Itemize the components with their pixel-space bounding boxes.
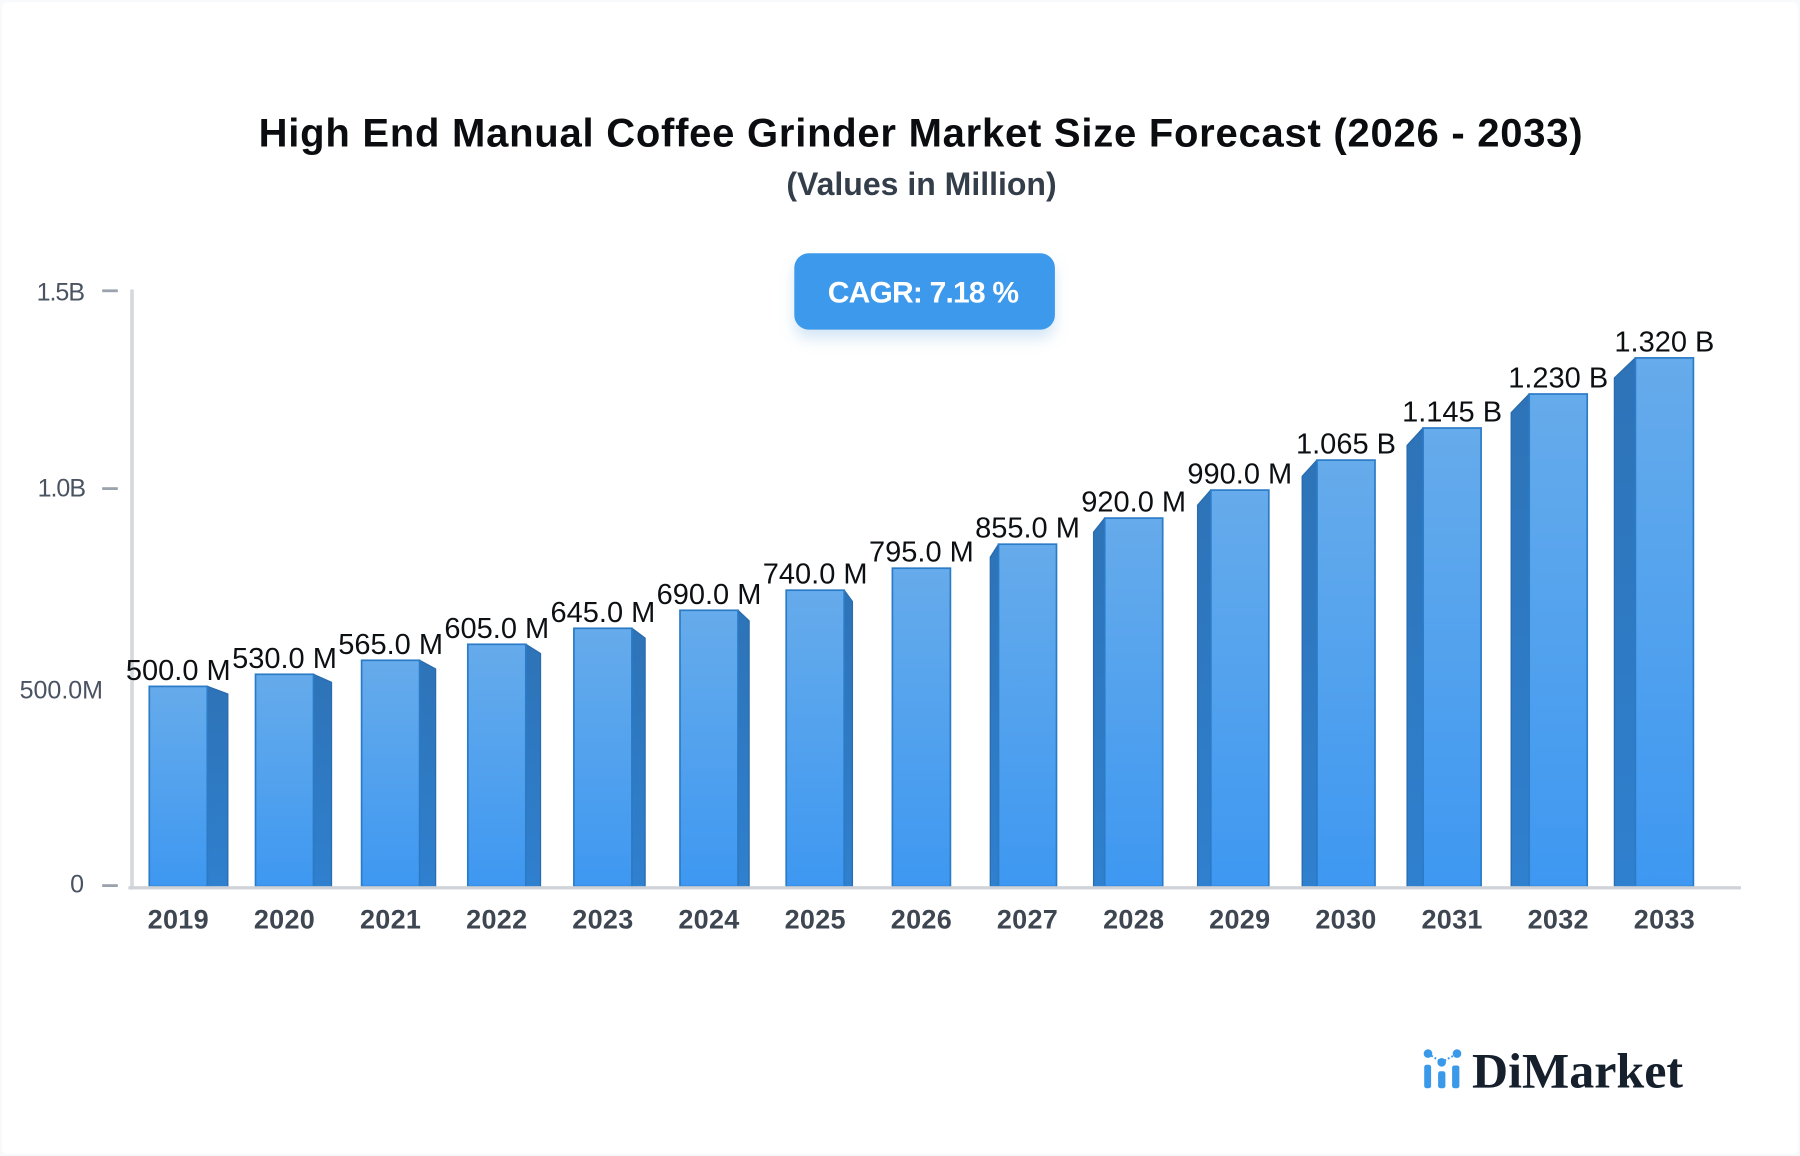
svg-text:2021: 2021 <box>360 905 421 935</box>
svg-text:2028: 2028 <box>1103 905 1164 935</box>
svg-text:DiMarket: DiMarket <box>1472 1043 1683 1099</box>
svg-text:645.0 M: 645.0 M <box>551 597 656 629</box>
svg-text:605.0 M: 605.0 M <box>444 613 549 645</box>
svg-text:740.0 M: 740.0 M <box>763 559 868 591</box>
svg-text:1.5B: 1.5B <box>37 279 85 307</box>
svg-text:530.0 M: 530.0 M <box>232 643 337 675</box>
svg-text:690.0 M: 690.0 M <box>657 579 762 611</box>
svg-text:855.0 M: 855.0 M <box>975 513 1080 545</box>
svg-text:2033: 2033 <box>1634 905 1695 935</box>
svg-text:1.320 B: 1.320 B <box>1614 326 1714 358</box>
svg-text:2020: 2020 <box>254 905 315 935</box>
svg-text:2030: 2030 <box>1315 905 1376 935</box>
svg-text:2031: 2031 <box>1421 905 1482 935</box>
svg-text:990.0 M: 990.0 M <box>1187 459 1292 491</box>
svg-text:2025: 2025 <box>785 905 846 935</box>
svg-text:1.230 B: 1.230 B <box>1508 363 1608 395</box>
svg-text:2024: 2024 <box>678 905 739 935</box>
svg-text:2032: 2032 <box>1528 905 1589 935</box>
svg-text:2026: 2026 <box>891 905 952 935</box>
svg-text:0: 0 <box>70 871 84 899</box>
svg-text:565.0 M: 565.0 M <box>338 629 443 661</box>
svg-text:1.145 B: 1.145 B <box>1402 397 1502 429</box>
svg-text:2023: 2023 <box>572 905 633 935</box>
svg-text:2019: 2019 <box>148 905 209 935</box>
svg-text:2027: 2027 <box>997 905 1058 935</box>
svg-text:920.0 M: 920.0 M <box>1081 487 1186 519</box>
svg-text:2029: 2029 <box>1209 905 1270 935</box>
svg-text:2022: 2022 <box>466 905 527 935</box>
svg-text:500.0 M: 500.0 M <box>126 655 231 687</box>
svg-text:500.0M: 500.0M <box>20 677 103 705</box>
svg-text:(Values in Million): (Values in Million) <box>786 166 1056 202</box>
svg-text:CAGR: 7.18 %: CAGR: 7.18 % <box>828 277 1019 310</box>
svg-text:1.0B: 1.0B <box>38 475 86 503</box>
svg-text:795.0 M: 795.0 M <box>869 537 974 569</box>
svg-text:High End Manual Coffee Grinder: High End Manual Coffee Grinder Market Si… <box>259 111 1584 155</box>
svg-text:1.065 B: 1.065 B <box>1296 429 1396 461</box>
